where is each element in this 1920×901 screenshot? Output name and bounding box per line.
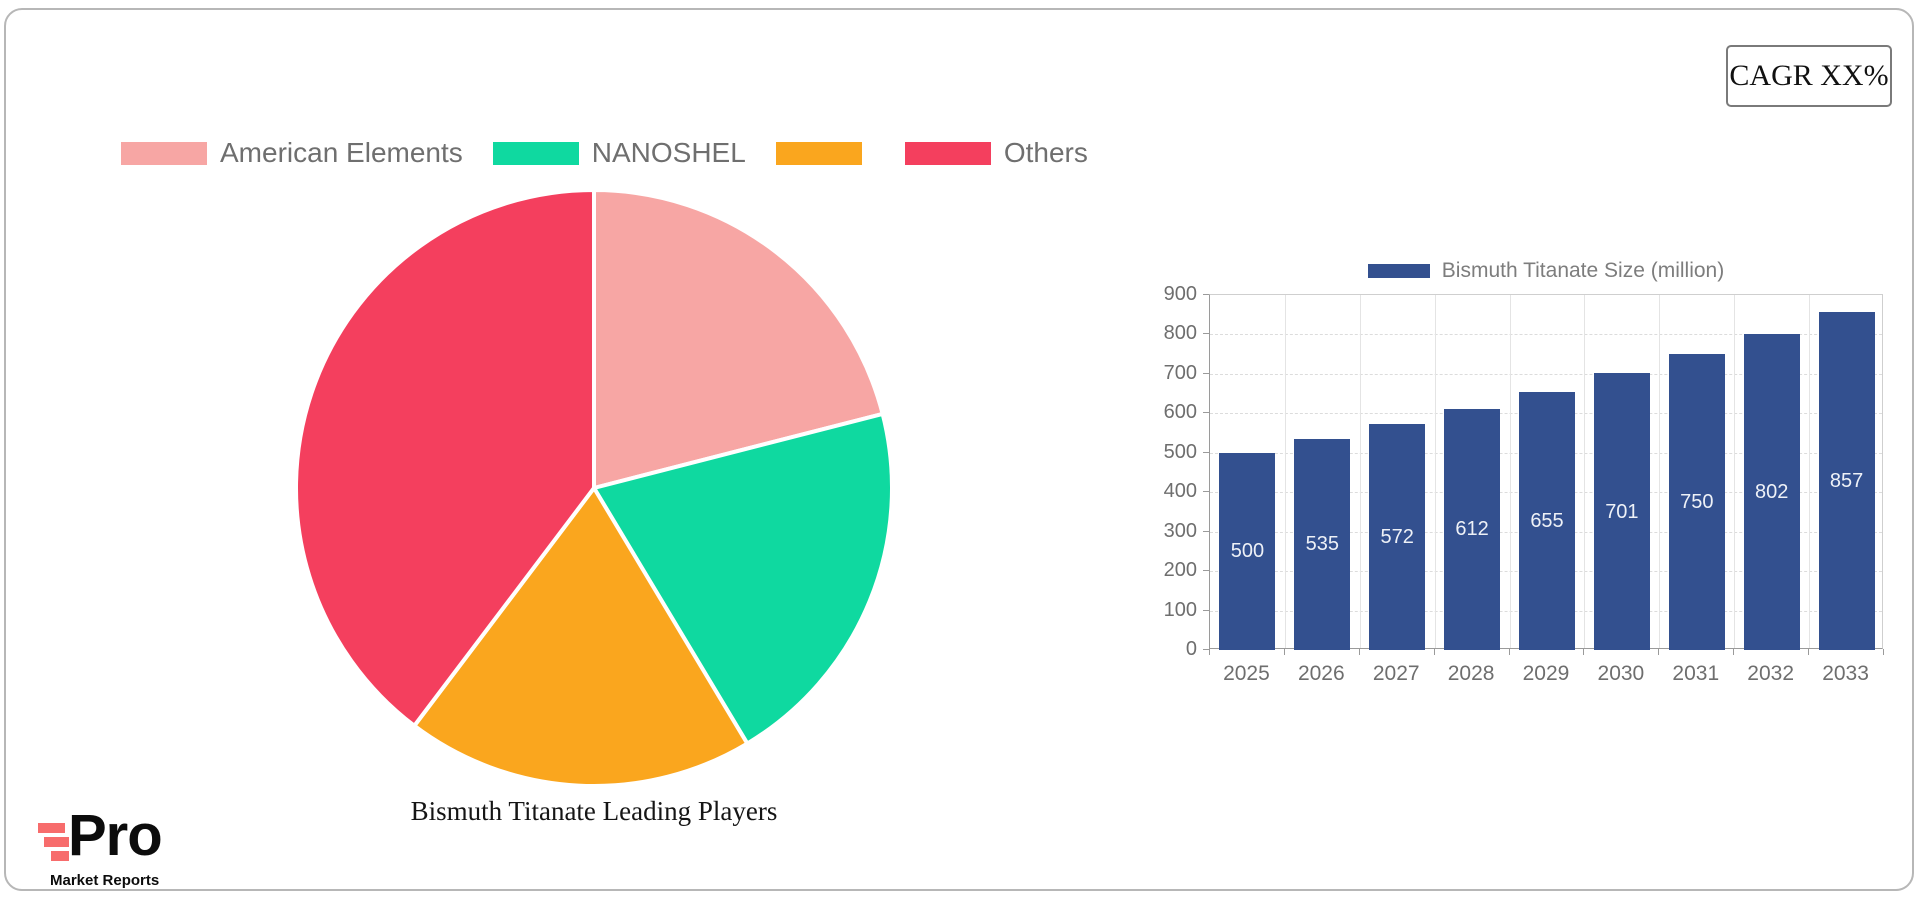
x-axis-tick bbox=[1658, 649, 1660, 655]
pie-slice-unnamed bbox=[412, 486, 750, 788]
pie-legend: American Elements NANOSHEL Others bbox=[121, 137, 1088, 169]
bar-chart-plot: 500 535 572 612 655 701 750 802 857 bbox=[1209, 294, 1883, 650]
gridline-vertical bbox=[1809, 295, 1811, 648]
gridline-horizontal bbox=[1210, 334, 1882, 336]
logo-brand-text: Pro bbox=[68, 803, 163, 868]
x-axis-tick-label: 2033 bbox=[1822, 662, 1869, 685]
bar-value-label: 612 bbox=[1455, 518, 1489, 541]
pie-chart bbox=[294, 188, 894, 788]
x-axis-tick bbox=[1209, 649, 1210, 655]
logo-bar-icon bbox=[51, 851, 69, 861]
x-axis-tick bbox=[1433, 649, 1435, 655]
y-axis-tick-label: 400 bbox=[1163, 480, 1197, 503]
bar-legend-label: Bismuth Titanate Size (million) bbox=[1441, 259, 1725, 282]
bar-value-label: 857 bbox=[1829, 469, 1864, 492]
pie-legend-item-american-elements[interactable]: American Elements bbox=[121, 137, 463, 169]
bar-2030 bbox=[1593, 373, 1650, 650]
pie-chart-title: Bismuth Titanate Leading Players bbox=[410, 796, 778, 826]
logo-tagline-text: Market Reports bbox=[50, 872, 160, 889]
y-axis-tick-label: 900 bbox=[1163, 283, 1197, 305]
bar-value-label: 572 bbox=[1380, 526, 1414, 549]
x-axis-tick bbox=[1283, 649, 1285, 655]
bar-legend-swatch bbox=[1367, 264, 1430, 278]
x-axis-tick bbox=[1583, 649, 1585, 655]
bar-2029 bbox=[1519, 391, 1575, 650]
y-axis-tick-label: 600 bbox=[1163, 401, 1197, 424]
y-axis-tick bbox=[1203, 570, 1209, 572]
bar-value-label: 701 bbox=[1605, 500, 1639, 523]
logo-bar-icon bbox=[38, 823, 65, 833]
bar-2032 bbox=[1743, 333, 1800, 650]
gridline-vertical bbox=[1659, 295, 1661, 648]
legend-swatch bbox=[775, 141, 862, 165]
x-axis-tick-label: 2025 bbox=[1223, 662, 1270, 685]
gridline-horizontal bbox=[1210, 373, 1882, 375]
x-axis-tick-label: 2031 bbox=[1672, 662, 1720, 685]
cagr-label: CAGR XX% bbox=[1729, 59, 1889, 92]
y-axis-tick bbox=[1203, 649, 1209, 650]
gridline-vertical bbox=[1734, 295, 1736, 648]
gridline-vertical bbox=[1509, 295, 1511, 648]
pie-slice-american-elements bbox=[592, 188, 885, 490]
x-axis-tick-label: 2026 bbox=[1297, 662, 1345, 685]
pie-slice-others bbox=[294, 188, 596, 728]
gridline-vertical bbox=[1359, 295, 1361, 648]
y-axis-tick-label: 0 bbox=[1185, 638, 1197, 660]
bar-chart-legend[interactable]: Bismuth Titanate Size (million) bbox=[1209, 258, 1883, 284]
y-axis-tick bbox=[1203, 530, 1209, 532]
y-axis-tick bbox=[1203, 451, 1209, 453]
x-axis-tick-label: 2029 bbox=[1522, 662, 1570, 685]
y-axis-tick-label: 800 bbox=[1163, 322, 1197, 345]
bar-2027 bbox=[1369, 424, 1426, 650]
legend-label: NANOSHEL bbox=[591, 137, 746, 168]
bar-2033 bbox=[1818, 311, 1875, 650]
legend-label: American Elements bbox=[220, 137, 463, 168]
x-axis-tick-label: 2028 bbox=[1447, 662, 1495, 685]
y-axis-tick-label: 200 bbox=[1163, 559, 1197, 582]
brand-logo: Pro Market Reports bbox=[36, 804, 216, 890]
gridline-vertical bbox=[1584, 295, 1586, 648]
bar-value-label: 535 bbox=[1305, 533, 1340, 556]
bar-2025 bbox=[1219, 452, 1276, 650]
x-axis-tick bbox=[1883, 649, 1884, 655]
y-axis-tick bbox=[1203, 372, 1209, 374]
y-axis-tick bbox=[1203, 333, 1209, 335]
pie-legend-item-nanoshel[interactable]: NANOSHEL bbox=[492, 137, 746, 169]
x-axis-tick bbox=[1358, 649, 1360, 655]
x-axis-tick bbox=[1508, 649, 1510, 655]
y-axis-tick bbox=[1203, 609, 1209, 611]
legend-label: Others bbox=[1003, 137, 1088, 168]
x-axis-tick-label: 2030 bbox=[1597, 662, 1645, 685]
y-axis-tick-label: 500 bbox=[1163, 440, 1197, 463]
legend-swatch bbox=[904, 141, 991, 165]
y-axis-tick bbox=[1203, 491, 1209, 493]
x-axis-tick-label: 2027 bbox=[1372, 662, 1420, 685]
legend-swatch bbox=[492, 141, 579, 165]
bar-value-label: 802 bbox=[1754, 480, 1789, 503]
y-axis-tick-label: 700 bbox=[1163, 361, 1197, 384]
pie-legend-item-unnamed[interactable] bbox=[775, 141, 875, 165]
cagr-badge: CAGR XX% bbox=[1726, 45, 1892, 107]
x-axis-tick bbox=[1733, 649, 1735, 655]
gridline-vertical bbox=[1284, 295, 1286, 648]
legend-swatch bbox=[121, 141, 207, 165]
logo-bar-icon bbox=[44, 837, 69, 847]
x-axis-tick bbox=[1808, 649, 1810, 655]
bar-2031 bbox=[1668, 354, 1725, 650]
pie-legend-item-others[interactable]: Others bbox=[904, 137, 1088, 169]
pie-slice-nanoshel bbox=[592, 411, 894, 746]
gridline-vertical bbox=[1434, 295, 1436, 648]
bar-2026 bbox=[1294, 438, 1351, 650]
y-axis-tick-label: 300 bbox=[1163, 519, 1197, 542]
y-axis-tick-label: 100 bbox=[1163, 598, 1197, 621]
bar-2028 bbox=[1444, 408, 1501, 650]
y-axis-tick bbox=[1203, 412, 1209, 414]
y-axis-tick bbox=[1203, 294, 1209, 295]
x-axis-tick-label: 2032 bbox=[1747, 662, 1795, 685]
report-card: CAGR XX% American Elements NANOSHEL Others… bbox=[4, 8, 1914, 891]
bar-value-label: 655 bbox=[1530, 509, 1564, 532]
bar-value-label: 500 bbox=[1230, 540, 1265, 563]
bar-value-label: 750 bbox=[1680, 491, 1714, 514]
